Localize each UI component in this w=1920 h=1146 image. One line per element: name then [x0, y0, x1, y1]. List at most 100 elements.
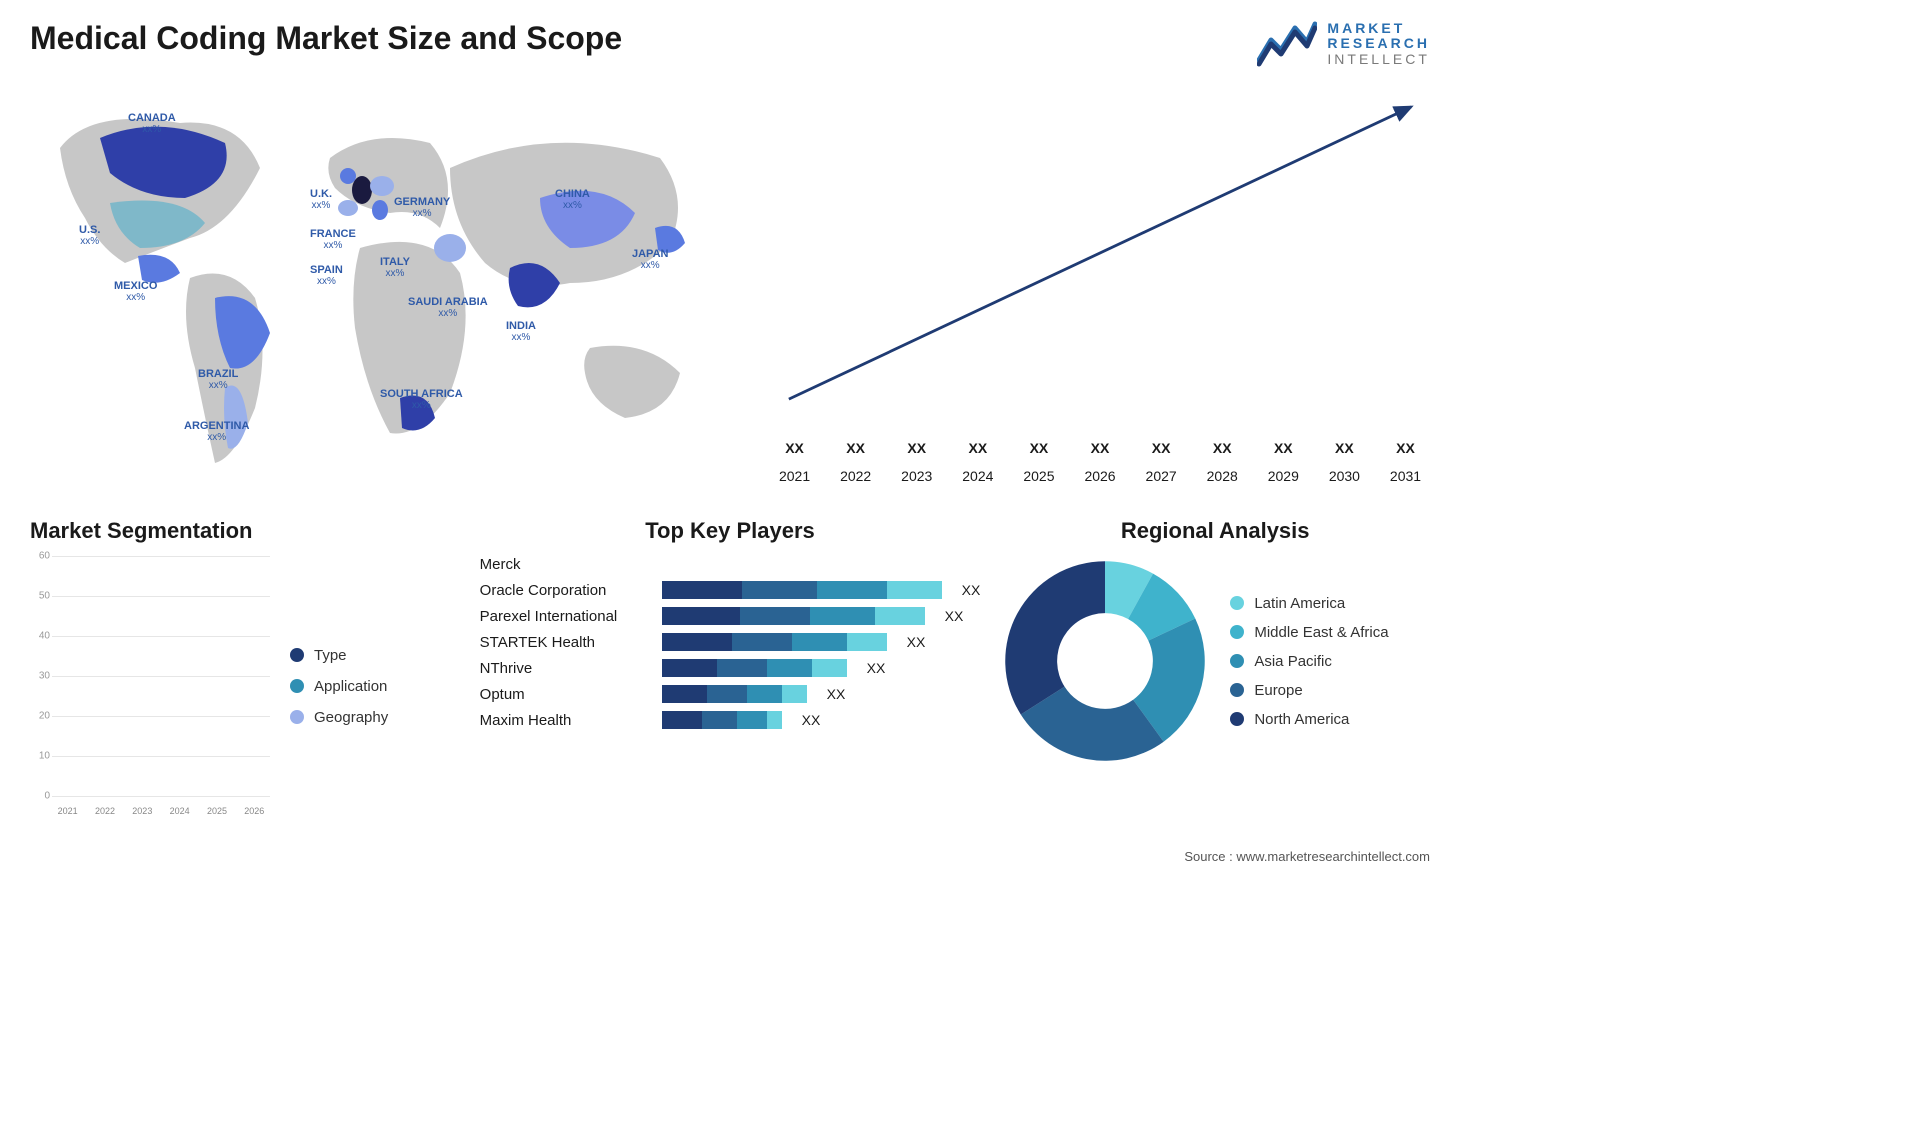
- seg-year-label: 2024: [164, 806, 195, 816]
- legend-dot-icon: [1230, 625, 1244, 639]
- seg-ytick: 10: [39, 751, 50, 762]
- forecast-year-label: 2024: [953, 468, 1002, 484]
- key-players-chart: MerckOracle CorporationXXParexel Interna…: [480, 556, 981, 729]
- key-player-value: XX: [907, 634, 926, 650]
- seg-ytick: 60: [39, 551, 50, 562]
- forecast-bar-label: XX: [785, 440, 804, 456]
- legend-item: Geography: [290, 709, 388, 726]
- legend-dot-icon: [1230, 712, 1244, 726]
- legend-label: Asia Pacific: [1254, 653, 1332, 670]
- seg-ytick: 30: [39, 671, 50, 682]
- legend-label: Latin America: [1254, 595, 1345, 612]
- map-label: INDIAxx%: [506, 320, 536, 343]
- map-label: BRAZILxx%: [198, 368, 238, 391]
- key-player-bar: [662, 711, 782, 729]
- key-player-row: Merck: [480, 556, 981, 573]
- key-player-row: NThrive XX: [480, 659, 981, 677]
- map-label: CANADAxx%: [128, 112, 176, 135]
- key-player-name: Oracle Corporation: [480, 582, 650, 599]
- legend-item: Type: [290, 647, 388, 664]
- page-title: Medical Coding Market Size and Scope: [30, 20, 622, 57]
- key-player-value: XX: [867, 660, 886, 676]
- key-player-row: Maxim Health XX: [480, 711, 981, 729]
- seg-year-label: 2023: [127, 806, 158, 816]
- forecast-bar-label: XX: [1274, 440, 1293, 456]
- forecast-year-label: 2027: [1137, 468, 1186, 484]
- donut-slice: [1006, 561, 1106, 714]
- key-players-title: Top Key Players: [480, 518, 981, 544]
- legend-dot-icon: [1230, 596, 1244, 610]
- legend-label: Geography: [314, 709, 388, 726]
- legend-item: Latin America: [1230, 595, 1388, 612]
- key-player-name: NThrive: [480, 660, 650, 677]
- regional-legend: Latin America Middle East & Africa Asia Pa…: [1230, 595, 1388, 728]
- key-player-name: STARTEK Health: [480, 634, 650, 651]
- forecast-bar-label: XX: [1335, 440, 1354, 456]
- map-label: CHINAxx%: [555, 188, 590, 211]
- segmentation-legend: Type Application Geography: [290, 556, 388, 816]
- legend-label: Europe: [1254, 682, 1302, 699]
- forecast-year-label: 2026: [1075, 468, 1124, 484]
- segmentation-chart: 0102030405060 202120222023202420252026: [30, 556, 270, 816]
- legend-dot-icon: [1230, 683, 1244, 697]
- regional-donut-chart: [1000, 556, 1210, 766]
- forecast-bar-label: XX: [1152, 440, 1171, 456]
- logo-text-1: MARKET: [1327, 21, 1430, 36]
- legend-dot-icon: [290, 710, 304, 724]
- seg-ytick: 0: [44, 791, 50, 802]
- forecast-bar-label: XX: [1396, 440, 1415, 456]
- segmentation-panel: Market Segmentation 0102030405060 202120…: [30, 518, 460, 818]
- logo-text-3: INTELLECT: [1327, 52, 1430, 67]
- forecast-bar-label: XX: [1091, 440, 1110, 456]
- map-label: MEXICOxx%: [114, 280, 157, 303]
- legend-item: Middle East & Africa: [1230, 624, 1388, 641]
- legend-dot-icon: [290, 679, 304, 693]
- forecast-bar-label: XX: [907, 440, 926, 456]
- key-player-bar: [662, 685, 807, 703]
- seg-year-label: 2022: [89, 806, 120, 816]
- map-label: ARGENTINAxx%: [184, 420, 249, 443]
- key-player-bar: [662, 581, 942, 599]
- forecast-bar-label: XX: [968, 440, 987, 456]
- forecast-year-label: 2025: [1014, 468, 1063, 484]
- map-label: SOUTH AFRICAxx%: [380, 388, 463, 411]
- map-label: SAUDI ARABIAxx%: [408, 296, 488, 319]
- forecast-year-label: 2030: [1320, 468, 1369, 484]
- forecast-chart-panel: XXXXXXXXXXXXXXXXXXXXXX 20212022202320242…: [730, 88, 1430, 488]
- forecast-year-label: 2029: [1259, 468, 1308, 484]
- forecast-bar-label: XX: [1213, 440, 1232, 456]
- seg-ytick: 40: [39, 630, 50, 641]
- forecast-year-label: 2031: [1381, 468, 1430, 484]
- key-player-name: Parexel International: [480, 608, 650, 625]
- key-player-name: Maxim Health: [480, 712, 650, 729]
- legend-item: Asia Pacific: [1230, 653, 1388, 670]
- legend-label: Type: [314, 647, 347, 664]
- key-players-panel: Top Key Players Merck Oracle Corporation X…: [480, 518, 981, 818]
- source-text: Source : www.marketresearchintellect.com: [1184, 849, 1430, 864]
- seg-year-label: 2026: [239, 806, 270, 816]
- legend-item: Europe: [1230, 682, 1388, 699]
- key-player-row: Optum XX: [480, 685, 981, 703]
- map-label: JAPANxx%: [632, 248, 668, 271]
- legend-label: Application: [314, 678, 387, 695]
- logo-text-2: RESEARCH: [1327, 36, 1430, 51]
- key-player-value: XX: [802, 712, 821, 728]
- forecast-bar-label: XX: [846, 440, 865, 456]
- legend-label: North America: [1254, 711, 1349, 728]
- key-player-value: XX: [945, 608, 964, 624]
- seg-ytick: 50: [39, 590, 50, 601]
- map-label: ITALYxx%: [380, 256, 410, 279]
- regional-title: Regional Analysis: [1000, 518, 1430, 544]
- forecast-year-label: 2023: [892, 468, 941, 484]
- legend-item: Application: [290, 678, 388, 695]
- forecast-year-label: 2022: [831, 468, 880, 484]
- key-player-name: Optum: [480, 686, 650, 703]
- map-label: FRANCExx%: [310, 228, 356, 251]
- key-player-value: XX: [827, 686, 846, 702]
- key-player-row: Parexel International XX: [480, 607, 981, 625]
- legend-item: North America: [1230, 711, 1388, 728]
- map-label: SPAINxx%: [310, 264, 343, 287]
- forecast-bar-label: XX: [1030, 440, 1049, 456]
- map-label: GERMANYxx%: [394, 196, 450, 219]
- legend-label: Middle East & Africa: [1254, 624, 1388, 641]
